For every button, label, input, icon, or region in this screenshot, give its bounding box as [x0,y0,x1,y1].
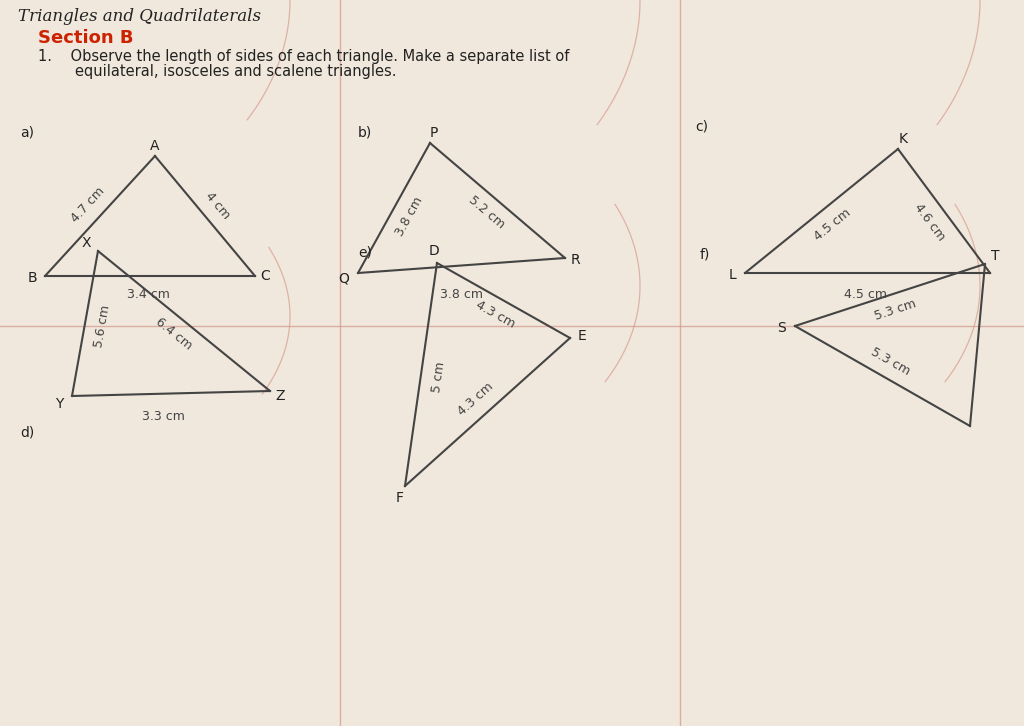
Text: 1.    Observe the length of sides of each triangle. Make a separate list of: 1. Observe the length of sides of each t… [38,49,569,64]
Text: 4.5 cm: 4.5 cm [812,206,854,243]
Text: equilateral, isosceles and scalene triangles.: equilateral, isosceles and scalene trian… [75,64,396,79]
Text: B: B [28,271,37,285]
Text: K: K [898,132,907,146]
Text: D: D [429,244,439,258]
Text: Q: Q [339,271,349,285]
Text: L: L [728,268,736,282]
Text: 3.4 cm: 3.4 cm [127,287,169,301]
Text: Y: Y [55,397,63,411]
Text: E: E [578,329,587,343]
Text: d): d) [20,425,34,439]
Text: C: C [260,269,270,283]
Text: 3.3 cm: 3.3 cm [141,409,184,423]
Text: 5.3 cm: 5.3 cm [872,298,918,323]
Text: X: X [81,236,91,250]
Text: P: P [430,126,438,140]
Text: S: S [777,321,786,335]
Text: 3.8 cm: 3.8 cm [440,287,483,301]
Text: 3.8 cm: 3.8 cm [393,195,426,239]
Text: b): b) [358,125,373,139]
Text: 5.6 cm: 5.6 cm [92,304,113,349]
Text: 4.7 cm: 4.7 cm [69,185,108,226]
Text: 6.4 cm: 6.4 cm [154,315,195,352]
Text: R: R [570,253,580,267]
Text: 4.3 cm: 4.3 cm [474,298,517,330]
Text: 5.3 cm: 5.3 cm [868,346,912,378]
Text: 5 cm: 5 cm [430,361,447,393]
Text: e): e) [358,245,372,259]
Text: 4 cm: 4 cm [203,189,232,222]
Text: 4.5 cm: 4.5 cm [844,287,887,301]
Text: a): a) [20,125,34,139]
Text: F: F [396,491,404,505]
Text: f): f) [700,247,711,261]
Text: 4.3 cm: 4.3 cm [456,380,496,417]
Text: c): c) [695,120,708,134]
Text: Section B: Section B [38,29,133,47]
Text: A: A [151,139,160,153]
Text: T: T [991,249,999,263]
Text: Triangles and Quadrilaterals: Triangles and Quadrilaterals [18,8,261,25]
Text: 5.2 cm: 5.2 cm [467,194,508,232]
Text: 4.6 cm: 4.6 cm [911,200,947,242]
Text: Z: Z [275,389,285,403]
